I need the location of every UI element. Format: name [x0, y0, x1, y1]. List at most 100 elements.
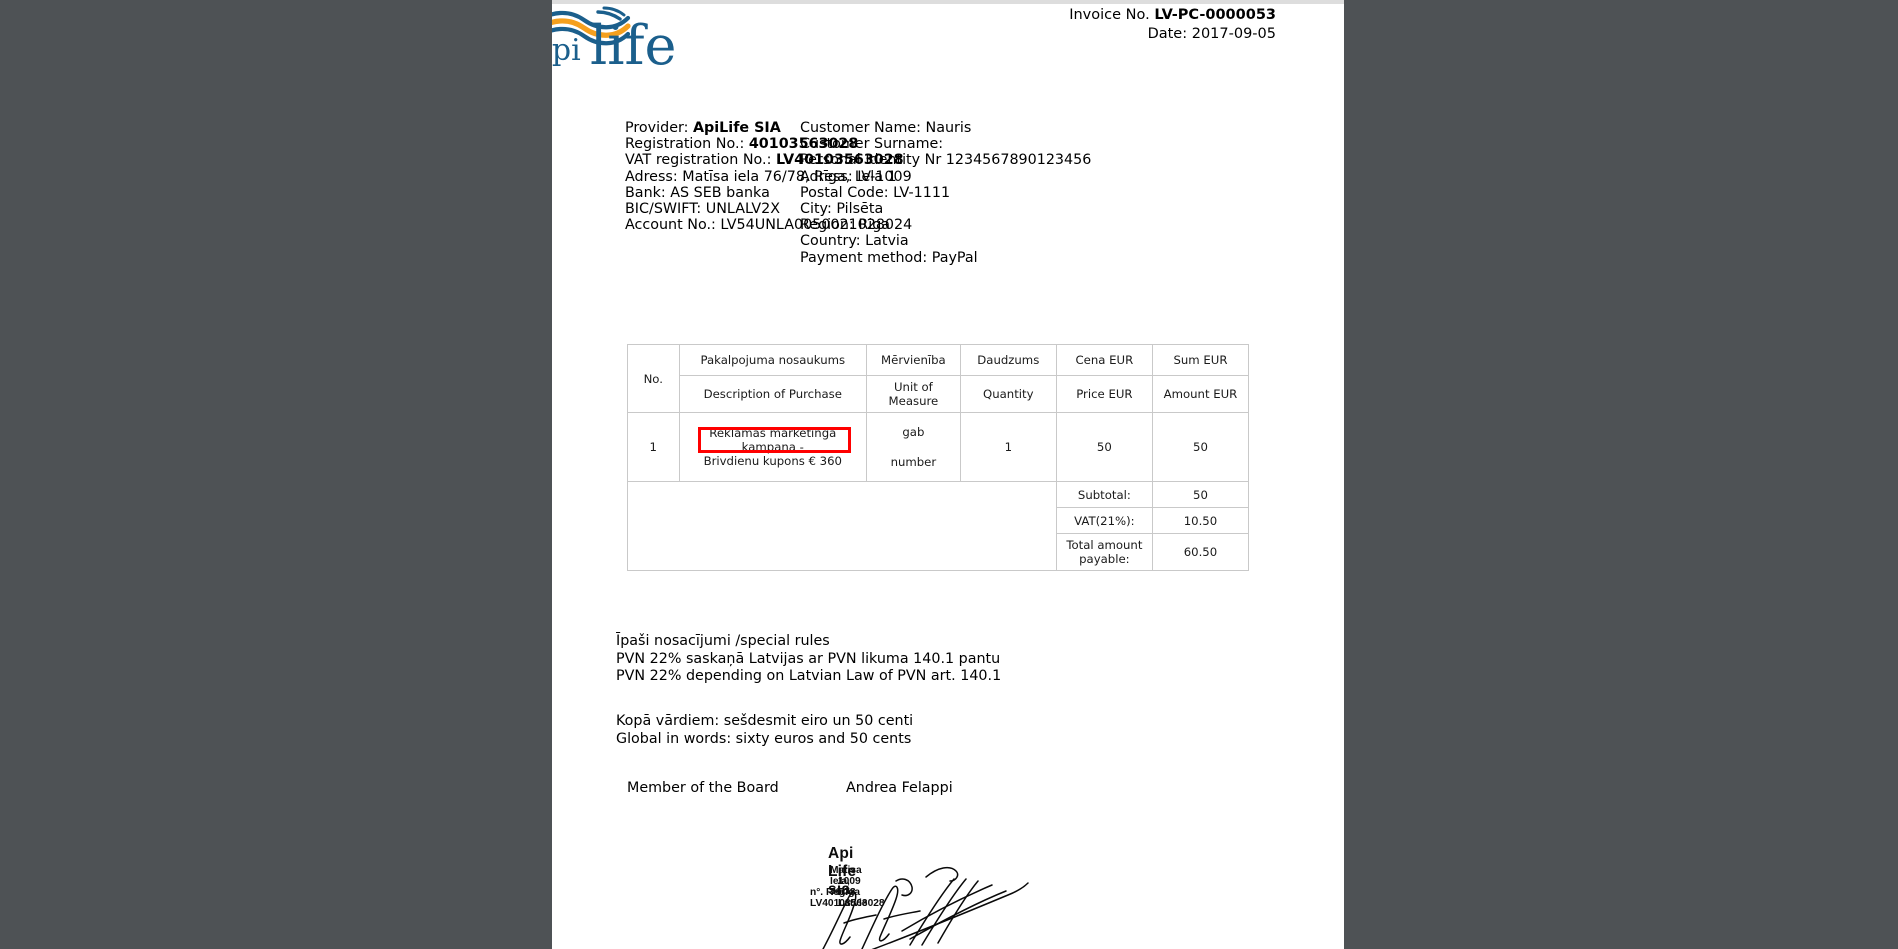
provider-label: Provider: — [625, 120, 693, 136]
cell-quantity: 1 — [959, 412, 1057, 482]
invoice-date-value: 2017-09-05 — [1191, 26, 1276, 42]
table-blank-area — [627, 481, 1057, 571]
provider-line: Provider: ApiLife SIA — [625, 120, 912, 136]
header-price-en: Price EUR — [1055, 375, 1153, 413]
provider-value: Matīsa iela 76/78, Rīga, LV-1009 — [682, 168, 912, 185]
stamp-line-company: Api Life sia — [828, 845, 857, 898]
customer-label: Adress: — [800, 168, 858, 185]
customer-label: Personal Identity Nr — [800, 152, 946, 169]
page-top-edge — [552, 0, 1344, 4]
customer-label: Payment method: — [800, 249, 932, 266]
customer-line: Personal Identity Nr 1234567890123456 — [800, 152, 1091, 168]
invoice-meta: Invoice No. LV-PC-0000053 Date: 2017-09-… — [1069, 6, 1276, 44]
table-header-row-en: Description of Purchase Unit of Measure … — [628, 375, 1250, 413]
subtotal-value: 50 — [1151, 481, 1250, 508]
customer-line: Customer Name: Nauris — [800, 120, 1091, 136]
header-no: No. — [627, 344, 680, 413]
special-rules-notes: Īpaši nosacījumi /special rules PVN 22% s… — [616, 633, 1001, 686]
cell-unit-lv: gab — [902, 425, 925, 439]
provider-block: Provider: ApiLife SIA Registration No.: 4… — [625, 120, 912, 233]
header-amount-en: Amount EUR — [1151, 375, 1250, 413]
total-value: 60.50 — [1151, 533, 1250, 571]
provider-label: Bank: — [625, 184, 671, 201]
provider-value: ApiLife SIA — [692, 120, 781, 136]
vat-value: 10.50 — [1151, 507, 1250, 534]
customer-line: City: Pilsēta — [800, 201, 1091, 217]
cell-unit: gab number — [866, 412, 961, 482]
customer-label: Country: — [800, 233, 866, 250]
invoice-date-line: Date: 2017-09-05 — [1069, 25, 1276, 44]
customer-block: Customer Name: Nauris Customer Surname: P… — [800, 120, 1091, 266]
amount-in-words: Kopā vārdiem: sešdesmit eiro un 50 centi… — [616, 713, 913, 748]
provider-label: VAT registration No.: — [625, 152, 776, 169]
totals-row-total: Total amount payable: 60.50 — [628, 533, 1250, 571]
customer-line: Adress: Iela 1 — [800, 169, 1091, 185]
total-label: Total amount payable: — [1055, 533, 1153, 571]
handwritten-signature — [822, 866, 1029, 949]
table-header-row-lv: No. Pakalpojuma nosaukums Mērvienība Dau… — [627, 344, 1250, 413]
provider-line: VAT registration No.: LV40103563028 — [625, 152, 912, 168]
provider-line: Adress: Matīsa iela 76/78, Rīga, LV-1009 — [625, 169, 912, 185]
header-unit-en: Unit of Measure — [866, 375, 961, 413]
provider-label: BIC/SWIFT: — [625, 201, 706, 218]
customer-value: Pilsēta — [836, 201, 884, 218]
cell-description-line2: Brivdienu kupons € 360 — [703, 454, 842, 468]
totals-row-subtotal: Subtotal: 50 — [627, 481, 1250, 571]
vat-label: VAT(21%): — [1055, 507, 1153, 534]
provider-value: UNLALV2X — [705, 201, 781, 218]
svg-text:life: life — [590, 14, 676, 72]
customer-label: Region: — [800, 217, 859, 234]
customer-value: Iela 1 — [857, 168, 897, 185]
note-line: PVN 22% saskaņā Latvijas ar PVN likuma 1… — [616, 650, 1001, 667]
provider-label: Registration No.: — [625, 136, 749, 153]
signature-signer-name: Andrea Felappi — [846, 780, 953, 796]
customer-label: Postal Code: — [800, 184, 894, 201]
cell-description: Reklāmas mārketinga kampana - Brivdienu … — [678, 412, 868, 482]
provider-label: Adress: — [625, 168, 683, 185]
invoice-date-label: Date: — [1147, 26, 1188, 42]
stamp-line-street: Matisa Iela, 76/78 — [830, 865, 862, 898]
customer-label: Customer Surname: — [800, 136, 944, 153]
apilife-logo: api life — [552, 2, 774, 77]
customer-line: Customer Surname: — [800, 136, 1091, 152]
cell-description-line1: Reklāmas mārketinga kampana - — [709, 426, 837, 454]
signature-role-label: Member of the Board — [627, 780, 779, 796]
invoice-number-value: LV-PC-0000053 — [1154, 7, 1276, 23]
header-description-lv: Pakalpojuma nosaukums — [678, 344, 868, 376]
subtotal-label: Subtotal: — [1055, 481, 1153, 508]
invoice-page: api life Invoice No. LV-PC-0000053 Date:… — [552, 0, 1344, 949]
customer-value: 1234567890123456 — [945, 152, 1092, 169]
provider-value: LV54UNLA0050021028024 — [720, 217, 913, 234]
note-line: Īpaši nosacījumi /special rules — [616, 633, 830, 649]
header-amount-lv: Sum EUR — [1151, 344, 1250, 376]
cell-unit-en: number — [890, 455, 937, 469]
customer-line: Country: Latvia — [800, 233, 1091, 249]
customer-line: Postal Code: LV-1111 — [800, 185, 1091, 201]
words-line: Global in words: sixty euros and 50 cent… — [616, 730, 912, 747]
customer-label: Customer Name: — [800, 120, 926, 136]
header-price-lv: Cena EUR — [1055, 344, 1153, 376]
header-description-en: Description of Purchase — [678, 375, 868, 413]
invoice-number-line: Invoice No. LV-PC-0000053 — [1069, 6, 1276, 25]
customer-line: Payment method: PayPal — [800, 250, 1091, 266]
words-line: Kopā vārdiem: sešdesmit eiro un 50 centi — [616, 713, 914, 729]
svg-text:api: api — [552, 33, 581, 68]
customer-value: Nauris — [925, 120, 972, 136]
cell-no: 1 — [627, 412, 680, 482]
provider-label: Account No.: — [625, 217, 721, 234]
header-quantity-lv: Daudzums — [959, 344, 1057, 376]
header-quantity-en: Quantity — [959, 375, 1057, 413]
provider-line: Registration No.: 40103563028 — [625, 136, 912, 152]
provider-value: 40103563028 — [748, 136, 859, 153]
provider-line: BIC/SWIFT: UNLALV2X — [625, 201, 912, 217]
company-stamp: Api Life sia Matisa Iela, 76/78 1009 Rig… — [810, 845, 1052, 949]
cell-price: 50 — [1055, 412, 1153, 482]
note-line: PVN 22% depending on Latvian Law of PVN … — [616, 668, 1002, 685]
stamp-line-city: 1009 Riga Latvie — [838, 876, 868, 909]
customer-value: LV-1111 — [893, 184, 951, 201]
totals-row-vat: VAT(21%): 10.50 — [628, 507, 1250, 534]
cell-amount: 50 — [1151, 412, 1250, 482]
provider-value: AS SEB banka — [670, 184, 770, 201]
customer-label: City: — [800, 201, 837, 218]
